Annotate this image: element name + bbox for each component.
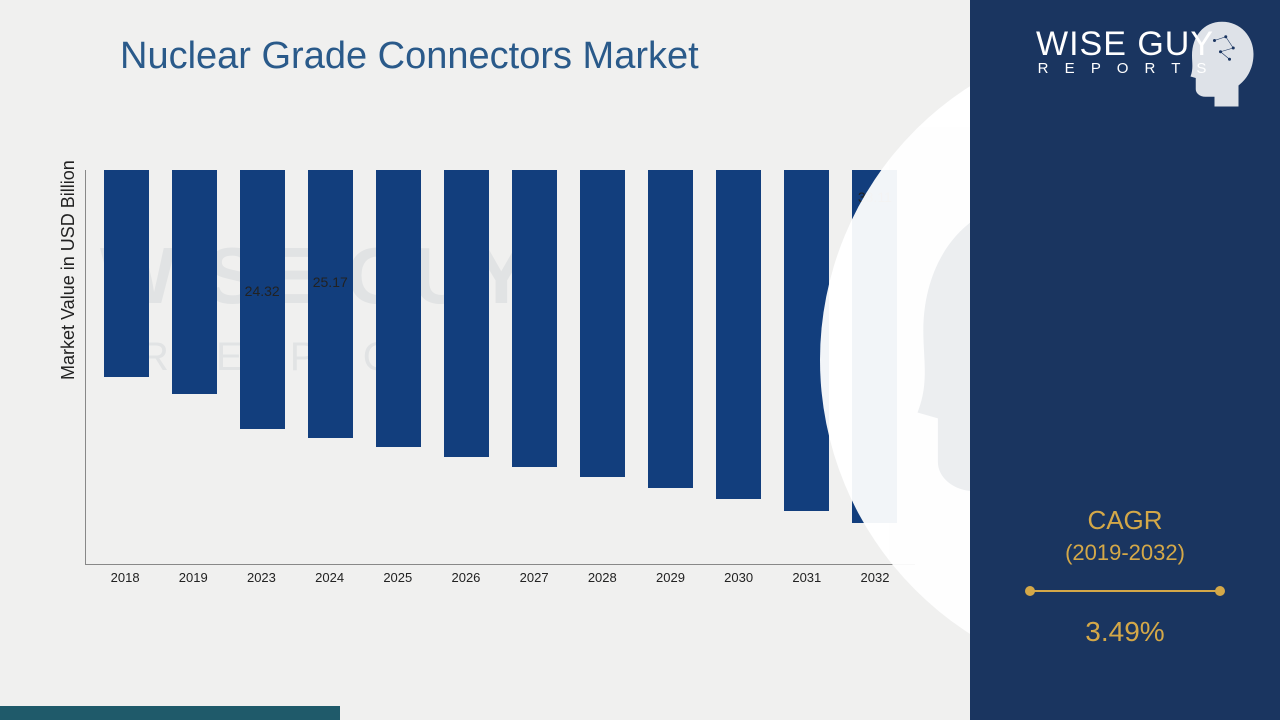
cagr-block: CAGR (2019-2032) 3.49% <box>1000 505 1250 648</box>
bar-value-label: 25.17 <box>313 274 348 290</box>
cagr-divider <box>1030 586 1220 596</box>
cagr-years: (2019-2032) <box>1000 540 1250 566</box>
bar-wrap <box>569 170 637 564</box>
x-tick-label: 2019 <box>159 570 227 585</box>
bar <box>172 170 217 394</box>
x-tick-label: 2029 <box>636 570 704 585</box>
chart-area: 24.3225.1733.11 <box>85 170 915 565</box>
x-tick-label: 2026 <box>432 570 500 585</box>
bar-wrap <box>364 170 432 564</box>
bar <box>648 170 693 488</box>
brand-logo: WISE GUY R E P O R T S <box>990 25 1260 77</box>
bar-wrap: 24.32 <box>228 170 296 564</box>
x-tick-label: 2024 <box>296 570 364 585</box>
logo-main-text: WISE GUY <box>990 25 1260 64</box>
bar-wrap <box>705 170 773 564</box>
x-tick-label: 2018 <box>91 570 159 585</box>
logo-sub-text: R E P O R T S <box>990 60 1260 77</box>
x-tick-label: 2028 <box>568 570 636 585</box>
cagr-label: CAGR <box>1000 505 1250 536</box>
x-tick-label: 2025 <box>364 570 432 585</box>
x-tick-label: 2030 <box>705 570 773 585</box>
y-axis-label: Market Value in USD Billion <box>58 160 79 380</box>
bar-wrap <box>92 170 160 564</box>
bar-wrap <box>500 170 568 564</box>
cagr-value: 3.49% <box>1000 616 1250 648</box>
bar <box>580 170 625 477</box>
bar <box>512 170 557 467</box>
side-panel: WISE GUY R E P O R T S CAGR (2019-2032) … <box>970 0 1280 720</box>
bar-wrap <box>160 170 228 564</box>
bar <box>308 170 353 438</box>
bar-wrap <box>432 170 500 564</box>
x-tick-label: 2031 <box>773 570 841 585</box>
bar-wrap: 25.17 <box>296 170 364 564</box>
x-tick-label: 2027 <box>500 570 568 585</box>
bar <box>104 170 149 377</box>
chart-title: Nuclear Grade Connectors Market <box>120 35 699 78</box>
x-tick-label: 2023 <box>227 570 295 585</box>
x-axis-labels: 2018201920232024202520262027202820292030… <box>85 570 915 585</box>
bar-wrap <box>637 170 705 564</box>
bottom-accent-bar <box>0 706 340 720</box>
bar-value-label: 24.32 <box>245 283 280 299</box>
bar <box>444 170 489 457</box>
bar <box>716 170 761 499</box>
bars-container: 24.3225.1733.11 <box>86 170 915 564</box>
bar <box>240 170 285 429</box>
bar <box>376 170 421 447</box>
